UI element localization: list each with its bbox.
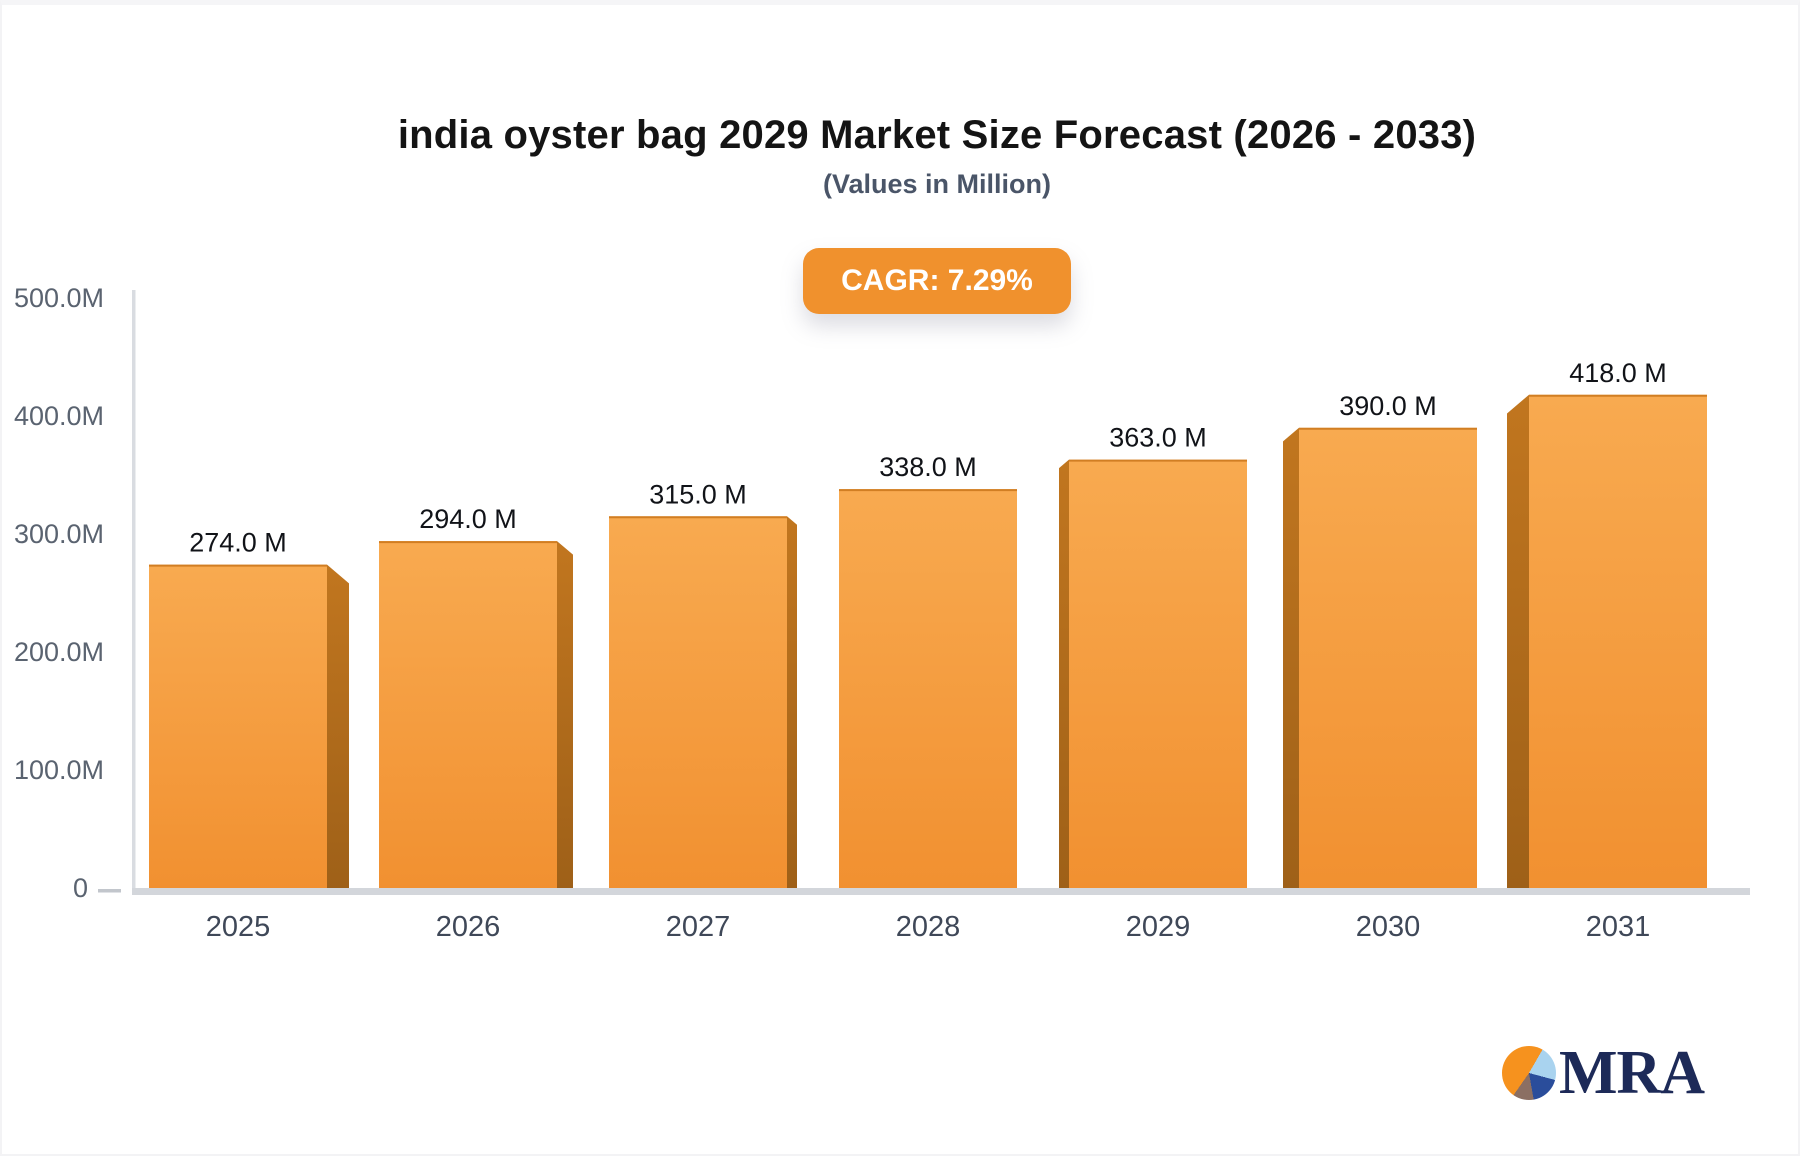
bar-front-face [1069, 459, 1247, 893]
bar-front-face [609, 516, 787, 893]
bar-value-label: 363.0 M [1109, 423, 1207, 453]
pie-chart-icon [1502, 1046, 1556, 1100]
bar-group-2025: 274.0 M 2025 [149, 528, 349, 943]
chart-title: india oyster bag 2029 Market Size Foreca… [397, 113, 1477, 157]
bar-group-2029: 363.0 M 2029 [1059, 423, 1247, 943]
bar-side-face [1507, 394, 1529, 893]
cagr-badge: CAGR: 7.29% [803, 248, 1071, 315]
y-axis: 0 100.0M 200.0M 300.0M 400.0M 500.0M [14, 283, 121, 903]
x-axis-label: 2031 [1586, 911, 1651, 943]
x-axis-label: 2027 [666, 911, 731, 943]
y-axis-line [132, 290, 136, 895]
chart-subtitle: (Values in Million) [822, 169, 1052, 199]
y-axis-label: 500.0M [14, 283, 104, 313]
bar-side-face [1283, 427, 1299, 893]
bar-group-2027: 315.0 M 2027 [609, 479, 797, 943]
bar-side-face [327, 564, 349, 893]
bar-front-face [149, 564, 327, 893]
bar-value-label: 294.0 M [419, 504, 517, 534]
bar-value-label: 418.0 M [1569, 358, 1667, 388]
bar-front-face [839, 489, 1017, 893]
y-axis-label: 200.0M [14, 637, 104, 667]
bar-value-label: 338.0 M [879, 452, 977, 482]
zero-tick-mark [98, 889, 121, 893]
brand-logo: MRA [1502, 1039, 1705, 1107]
y-axis-label: 100.0M [14, 755, 104, 785]
x-axis-label: 2028 [896, 911, 961, 943]
bar-group-2031: 418.0 M 2031 [1507, 358, 1707, 943]
y-axis-label: 300.0M [14, 519, 104, 549]
x-axis-baseline [132, 888, 1750, 895]
bar-chart-canvas: 274.0 M 2025 294.0 M 2026 315.0 M 2027 338.0 M… [14, 283, 1750, 943]
bar-value-label: 274.0 M [189, 528, 287, 558]
bar-value-label: 390.0 M [1339, 391, 1437, 421]
bar-front-face [1299, 427, 1477, 893]
bar-front-face [379, 541, 557, 893]
bar-group-2028: 338.0 M 2028 [839, 452, 1017, 943]
brand-logo-text: MRA [1559, 1039, 1705, 1107]
x-axis-label: 2029 [1126, 911, 1191, 943]
bar-side-face [787, 516, 797, 893]
bar-group-2030: 390.0 M 2030 [1283, 391, 1477, 943]
x-axis-label: 2030 [1356, 911, 1421, 943]
y-axis-label: 400.0M [14, 401, 104, 431]
bar-side-face [1059, 459, 1069, 893]
bar-group-2026: 294.0 M 2026 [379, 504, 573, 943]
y-axis-label: 0 [73, 873, 88, 903]
x-axis-label: 2025 [206, 911, 271, 943]
x-axis-label: 2026 [436, 911, 501, 943]
bar-front-face [1529, 394, 1707, 893]
chart-header: india oyster bag 2029 Market Size Foreca… [72, 5, 1800, 315]
bar-value-label: 315.0 M [649, 479, 747, 509]
bar-side-face [557, 541, 573, 893]
